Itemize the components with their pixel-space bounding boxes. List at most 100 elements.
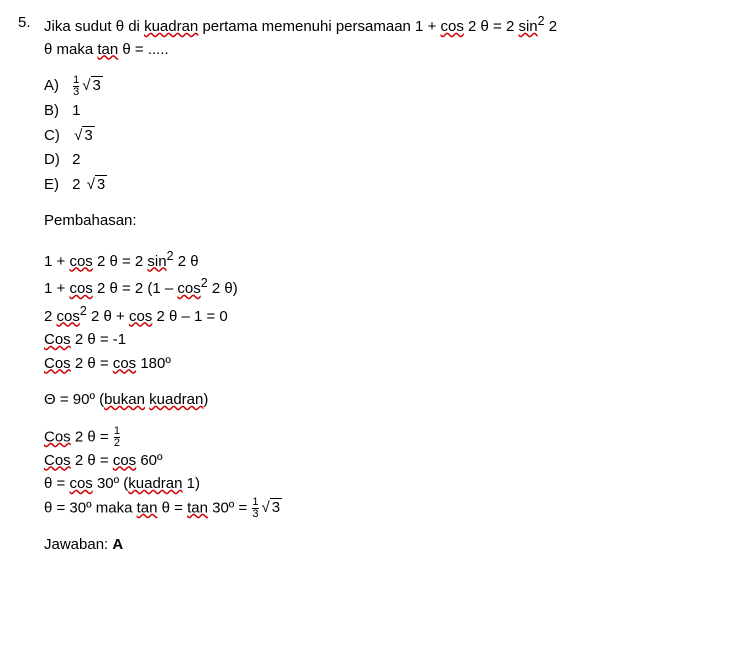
option-letter: E) — [44, 174, 68, 197]
text: 2 θ) — [208, 280, 238, 297]
spell-cos: Cos — [44, 452, 71, 469]
superscript: 2 — [201, 276, 208, 290]
superscript: 2 — [167, 249, 174, 263]
option-value: 2 — [72, 151, 80, 168]
work-group-3: Cos 2 θ = 12 Cos 2 θ = cos 60º θ = cos 3… — [44, 426, 735, 520]
spell-cos: Cos — [44, 331, 71, 348]
answer-label: Jawaban: — [44, 536, 112, 553]
sqrt: 3 — [72, 125, 95, 148]
work-line: 2 cos2 2 θ + cos 2 θ – 1 = 0 — [44, 302, 735, 329]
option-letter: C) — [44, 125, 68, 148]
text: 2 — [44, 308, 57, 325]
work-line: θ = cos 30º (kuadran 1) — [44, 473, 735, 496]
spell-cos: cos — [69, 475, 92, 492]
text: 180º — [136, 355, 171, 372]
work-line: Cos 2 θ = -1 — [44, 329, 735, 352]
spell-sin: sin — [147, 253, 166, 270]
work-line: Cos 2 θ = cos 180º — [44, 353, 735, 376]
sqrt: 3 — [85, 174, 108, 197]
text: Jika sudut θ di — [44, 18, 144, 35]
text: 1 + — [44, 253, 69, 270]
text: θ = ..... — [118, 41, 168, 58]
option-letter: D) — [44, 149, 68, 172]
fraction: 12 — [114, 426, 120, 449]
text: θ = — [44, 475, 69, 492]
spell-kuadran: kuadran — [149, 391, 203, 408]
question-line1: Jika sudut θ di kuadran pertama memenuhi… — [44, 12, 735, 39]
pembahasan-label: Pembahasan: — [44, 210, 735, 233]
superscript: 2 — [80, 304, 87, 318]
text: 2 θ = 2 — [464, 18, 519, 35]
text: 2 θ = — [71, 355, 113, 372]
option-e: E) 2 3 — [44, 174, 735, 197]
text: Θ = 90º ( — [44, 391, 104, 408]
work-line: θ = 30º maka tan θ = tan 30º = 133 — [44, 497, 735, 520]
text: 2 θ = 2 (1 – — [93, 280, 178, 297]
text: 2 θ — [174, 253, 199, 270]
text: 2 θ + — [87, 308, 129, 325]
spell-cos: cos — [129, 308, 152, 325]
options: A) 133 B) 1 C) 3 D) 2 E) 2 3 — [44, 75, 735, 196]
answer-value: A — [112, 536, 123, 553]
superscript: 2 — [538, 14, 545, 28]
text: 2 θ = — [71, 452, 113, 469]
spell-cos: cos — [57, 308, 80, 325]
work-group-1: 1 + cos 2 θ = 2 sin2 2 θ 1 + cos 2 θ = 2… — [44, 247, 735, 376]
work-line: Cos 2 θ = cos 60º — [44, 450, 735, 473]
text: 60º — [136, 452, 162, 469]
text: θ = — [157, 499, 187, 516]
text: 30º = — [208, 499, 251, 516]
text: θ = 30º maka — [44, 499, 137, 516]
spell-bukan: bukan — [104, 391, 145, 408]
work-line: 1 + cos 2 θ = 2 sin2 2 θ — [44, 247, 735, 274]
question-line2: θ maka tan θ = ..... — [44, 39, 735, 62]
spell-tan: tan — [137, 499, 158, 516]
question-number: 5. — [18, 12, 44, 556]
option-value: 1 — [72, 102, 80, 119]
spell-cos: cos — [69, 253, 92, 270]
spell-tan: tan — [187, 499, 208, 516]
text: 1) — [183, 475, 201, 492]
question-row: 5. Jika sudut θ di kuadran pertama memen… — [18, 12, 735, 556]
option-c: C) 3 — [44, 125, 735, 148]
spell-kuadran: kuadran — [128, 475, 182, 492]
option-letter: A) — [44, 75, 68, 98]
text: 2 θ = -1 — [71, 331, 126, 348]
option-letter: B) — [44, 100, 68, 123]
text: pertama memenuhi persamaan 1 + — [198, 18, 440, 35]
question-body: Jika sudut θ di kuadran pertama memenuhi… — [44, 12, 735, 556]
fraction: 13 — [73, 75, 79, 98]
radicand: 3 — [82, 126, 94, 144]
work-line: Θ = 90º (bukan kuadran) — [44, 389, 735, 412]
work-line: 1 + cos 2 θ = 2 (1 – cos2 2 θ) — [44, 274, 735, 301]
sqrt: 3 — [80, 75, 103, 98]
spell-kuadran: kuadran — [144, 18, 198, 35]
fraction: 13 — [252, 497, 258, 520]
spell-tan: tan — [97, 41, 118, 58]
text: 2 θ = — [71, 428, 113, 445]
denominator: 3 — [73, 86, 79, 98]
answer-line: Jawaban: A — [44, 534, 735, 557]
spell-sin: sin — [518, 18, 537, 35]
spell-cos: cos — [69, 280, 92, 297]
option-b: B) 1 — [44, 100, 735, 123]
work-line: Cos 2 θ = 12 — [44, 426, 735, 449]
text: 1 + — [44, 280, 69, 297]
text: 2 θ = 2 — [93, 253, 148, 270]
numerator: 1 — [73, 75, 79, 86]
text: ) — [203, 391, 208, 408]
radicand: 3 — [91, 76, 103, 94]
work-group-2: Θ = 90º (bukan kuadran) — [44, 389, 735, 412]
spell-cos: Cos — [44, 428, 71, 445]
sqrt: 3 — [260, 497, 283, 520]
radicand: 3 — [270, 498, 282, 516]
numerator: 1 — [114, 426, 120, 437]
denominator: 3 — [252, 508, 258, 520]
spell-cos: cos — [441, 18, 464, 35]
spell-cos: Cos — [44, 355, 71, 372]
text: 2 — [545, 18, 558, 35]
radicand: 3 — [95, 175, 107, 193]
option-a: A) 133 — [44, 75, 735, 98]
text: θ maka — [44, 41, 97, 58]
text: 2 θ – 1 = 0 — [152, 308, 227, 325]
